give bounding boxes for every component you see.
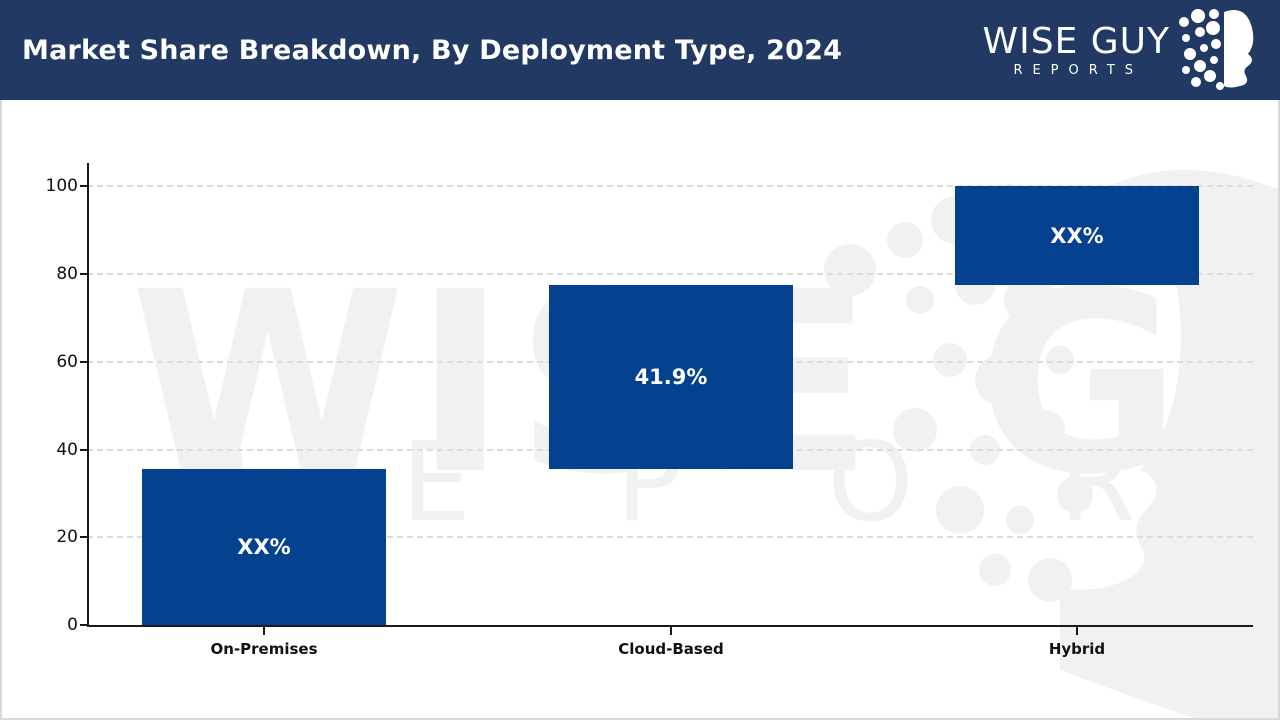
x-category-label: Hybrid: [1048, 640, 1106, 658]
y-tick-mark: [80, 273, 87, 276]
x-tick-mark: [1076, 627, 1078, 635]
y-tick-label: 0: [67, 615, 78, 635]
x-category-label: Cloud-Based: [618, 640, 724, 658]
y-tick-label: 40: [56, 439, 78, 460]
logo-line1: WISE GUY: [982, 20, 1170, 62]
x-axis-line: [87, 625, 1253, 627]
bar-value-label: XX%: [237, 534, 291, 559]
logo-wordmark: WISE GUY REPORTS: [982, 20, 1171, 78]
y-tick-label: 20: [56, 527, 78, 548]
x-tick-mark: [670, 627, 672, 635]
bar-value-label: XX%: [1050, 223, 1104, 248]
bar-segment: XX%: [955, 186, 1199, 285]
y-tick-label: 100: [45, 176, 78, 197]
y-tick-label: 80: [56, 264, 78, 285]
y-gridline: [87, 536, 1253, 539]
y-axis-line: [87, 163, 89, 627]
y-gridline: [87, 185, 1253, 188]
bar-segment: XX%: [142, 468, 386, 625]
logo-face-icon: [1179, 9, 1254, 90]
bar-segment: 41.9%: [549, 285, 793, 469]
y-tick-mark: [80, 360, 87, 363]
wise-guy-reports-logo: WISE GUY REPORTS: [983, 8, 1255, 92]
x-category-label: On-Premises: [210, 640, 318, 658]
page-title: Market Share Breakdown, By Deployment Ty…: [22, 34, 843, 66]
y-tick-mark: [80, 448, 87, 451]
header-bar: Market Share Breakdown, By Deployment Ty…: [0, 0, 1280, 100]
x-tick-mark: [263, 627, 265, 635]
y-gridline: [87, 273, 1253, 276]
bar-value-label: 41.9%: [634, 364, 708, 389]
logo-line2: REPORTS: [1013, 62, 1144, 78]
y-tick-label: 60: [56, 351, 78, 372]
y-tick-mark: [80, 624, 87, 626]
y-tick-mark: [80, 536, 87, 539]
y-tick-mark: [80, 185, 87, 188]
